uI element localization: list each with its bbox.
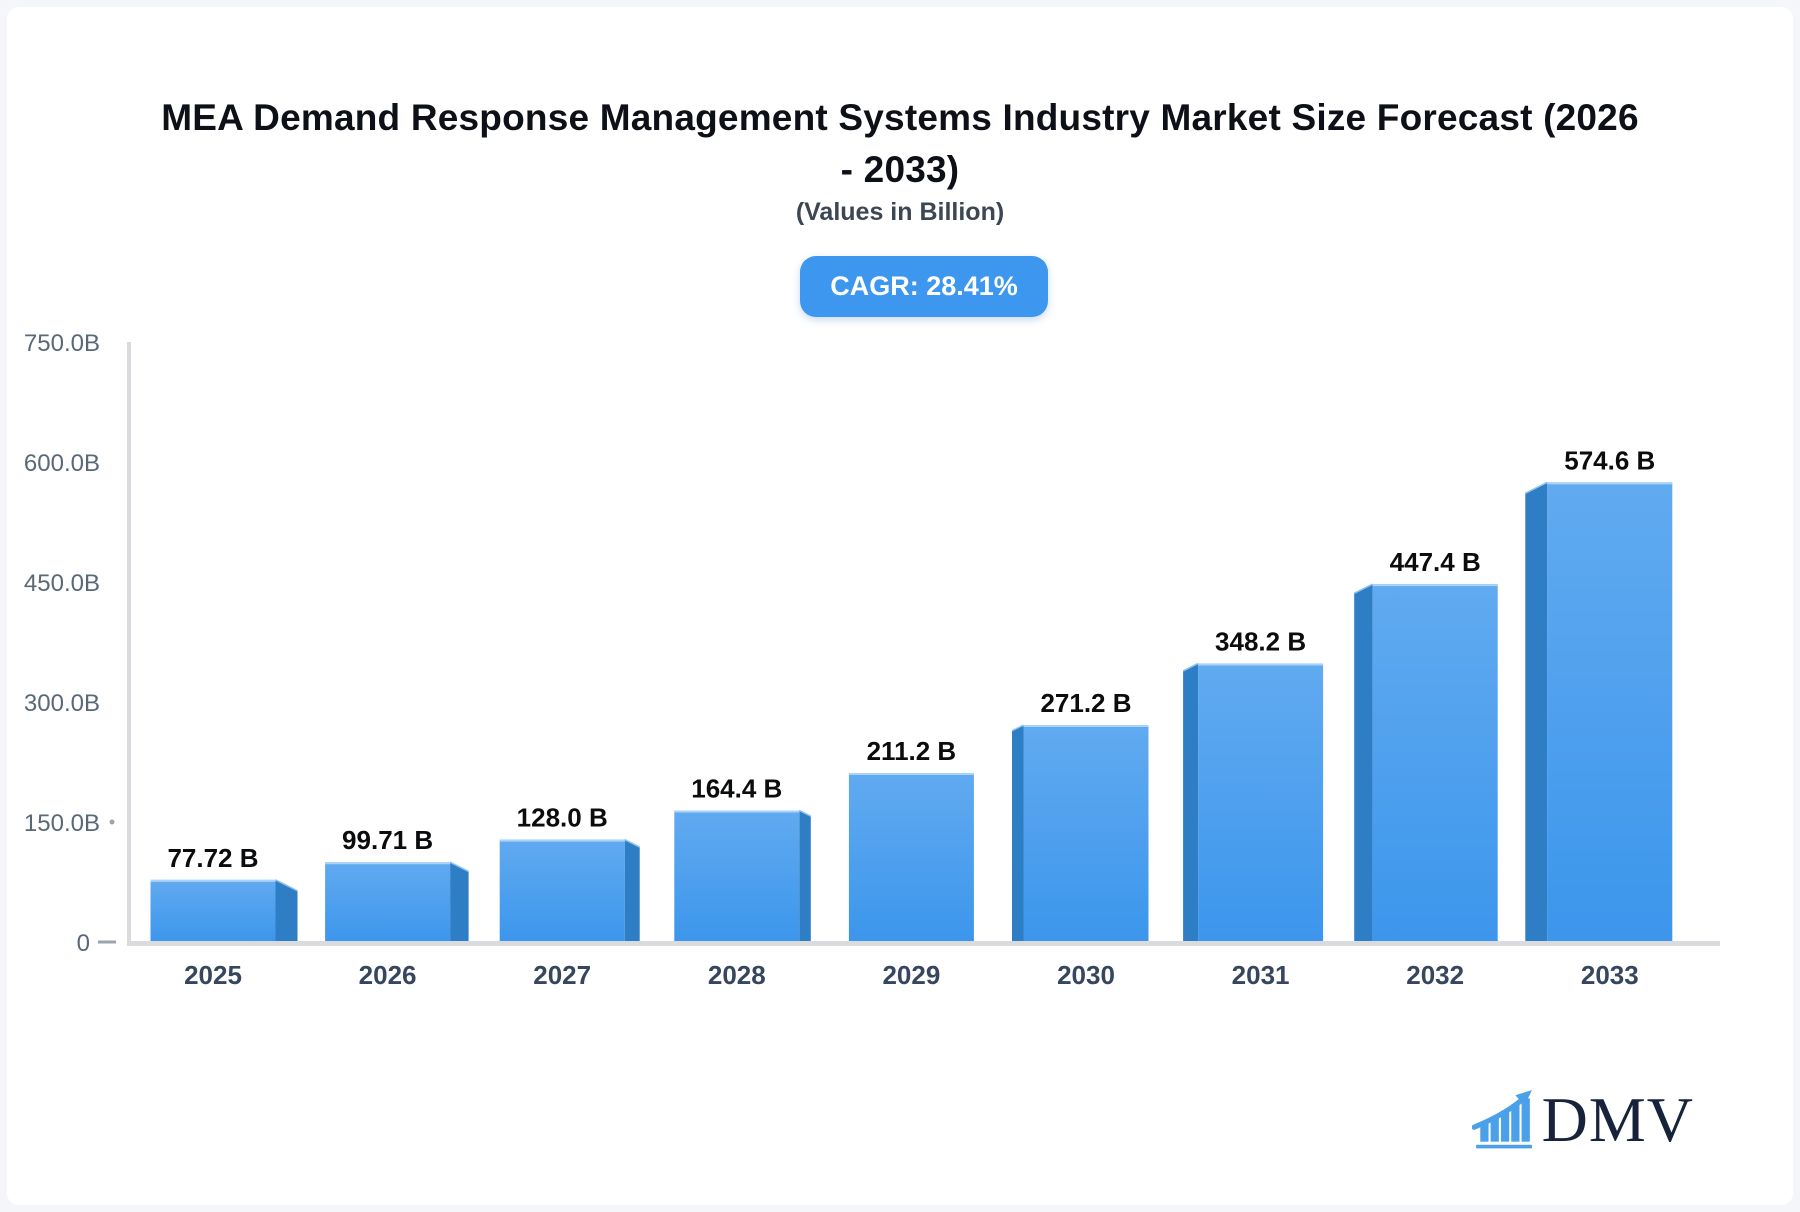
- x-tick-label: 2030: [1057, 960, 1115, 990]
- x-tick-label: 2025: [184, 960, 242, 990]
- growth-chart-icon-part: [1500, 1110, 1509, 1142]
- bar-face: [848, 773, 974, 942]
- chart-title-line1: MEA Demand Response Management Systems I…: [161, 97, 1639, 138]
- growth-chart-icon-part: [1475, 1144, 1532, 1149]
- bar-side: [799, 810, 811, 942]
- growth-chart-icon-part: [1515, 1090, 1532, 1106]
- growth-chart-icon-part: [1490, 1116, 1499, 1142]
- y-tick-label: 450.0B: [24, 570, 100, 597]
- y-tick-label: 150.0B: [24, 810, 100, 837]
- zero-tick-dash: [98, 940, 116, 944]
- y-tick-label: 300.0B: [24, 690, 100, 717]
- growth-chart-icon-part: [1510, 1104, 1520, 1142]
- x-tick-label: 2029: [882, 960, 940, 990]
- x-tick-label: 2026: [359, 960, 417, 990]
- y-tick-label: 0: [77, 930, 90, 957]
- bar-face: [499, 839, 625, 942]
- growth-chart-icon-part: [1521, 1098, 1530, 1142]
- y-axis-line: [127, 342, 131, 946]
- growth-chart-icon: [1471, 1090, 1532, 1149]
- bar-value-label: 164.4 B: [691, 773, 782, 803]
- x-tick-label: 2028: [708, 960, 766, 990]
- bar-value-label: 348.2 B: [1215, 626, 1306, 656]
- x-tick-label: 2031: [1232, 960, 1290, 990]
- x-axis-line: [127, 941, 1720, 946]
- bar-face: [325, 862, 451, 942]
- bar-value-label: 77.72 B: [167, 843, 258, 873]
- bar-face: [1198, 663, 1324, 942]
- logo-text: DMV: [1541, 1084, 1694, 1155]
- bar-face: [1023, 725, 1149, 942]
- bar-side: [1012, 725, 1024, 942]
- chart-subtitle: (Values in Billion): [795, 198, 1005, 226]
- chart-title-line2: - 2033): [840, 149, 960, 190]
- bar-side: [450, 862, 469, 942]
- bar-side-highlight: [449, 861, 469, 873]
- bar-value-label: 128.0 B: [517, 803, 608, 833]
- bar-side-highlight: [1182, 662, 1199, 672]
- bar-side: [1525, 482, 1548, 942]
- bar-side: [1354, 584, 1373, 942]
- bar-value-label: 574.6 B: [1564, 445, 1655, 475]
- bar-side: [275, 879, 298, 942]
- growth-chart-icon-part: [1471, 1095, 1526, 1130]
- bar-side-highlight: [1524, 481, 1548, 494]
- y-tick-label: 750.0B: [24, 330, 100, 357]
- bar-side: [624, 839, 640, 942]
- x-tick-label: 2032: [1406, 960, 1464, 990]
- bar-side: [1183, 663, 1199, 942]
- x-tick-label: 2033: [1581, 960, 1639, 990]
- bar-face: [150, 879, 276, 942]
- y-tick-dot: [109, 819, 115, 825]
- bar-value-label: 271.2 B: [1040, 688, 1131, 718]
- bar-side-highlight: [1353, 583, 1374, 595]
- bar-face: [1547, 482, 1673, 942]
- bar-value-label: 447.4 B: [1390, 547, 1481, 577]
- dmv-logo: DMV: [1471, 1084, 1694, 1155]
- bar-side-highlight: [1011, 724, 1024, 732]
- bar-face: [1372, 584, 1498, 942]
- cagr-badge: CAGR: 28.41%: [800, 256, 1048, 317]
- chart-title: MEA Demand Response Management Systems I…: [0, 92, 1800, 196]
- bar-face: [674, 810, 800, 942]
- y-tick-label: 600.0B: [24, 450, 100, 477]
- bar-side-highlight: [798, 809, 812, 817]
- cagr-badge-row: CAGR: 28.41%: [0, 256, 1800, 317]
- bar-value-label: 99.71 B: [342, 825, 433, 855]
- growth-chart-icon-part: [1479, 1123, 1489, 1142]
- bar-side-highlight: [275, 879, 298, 892]
- bar-side-highlight: [624, 838, 641, 848]
- bar-value-label: 211.2 B: [867, 736, 957, 766]
- x-tick-label: 2027: [533, 960, 591, 990]
